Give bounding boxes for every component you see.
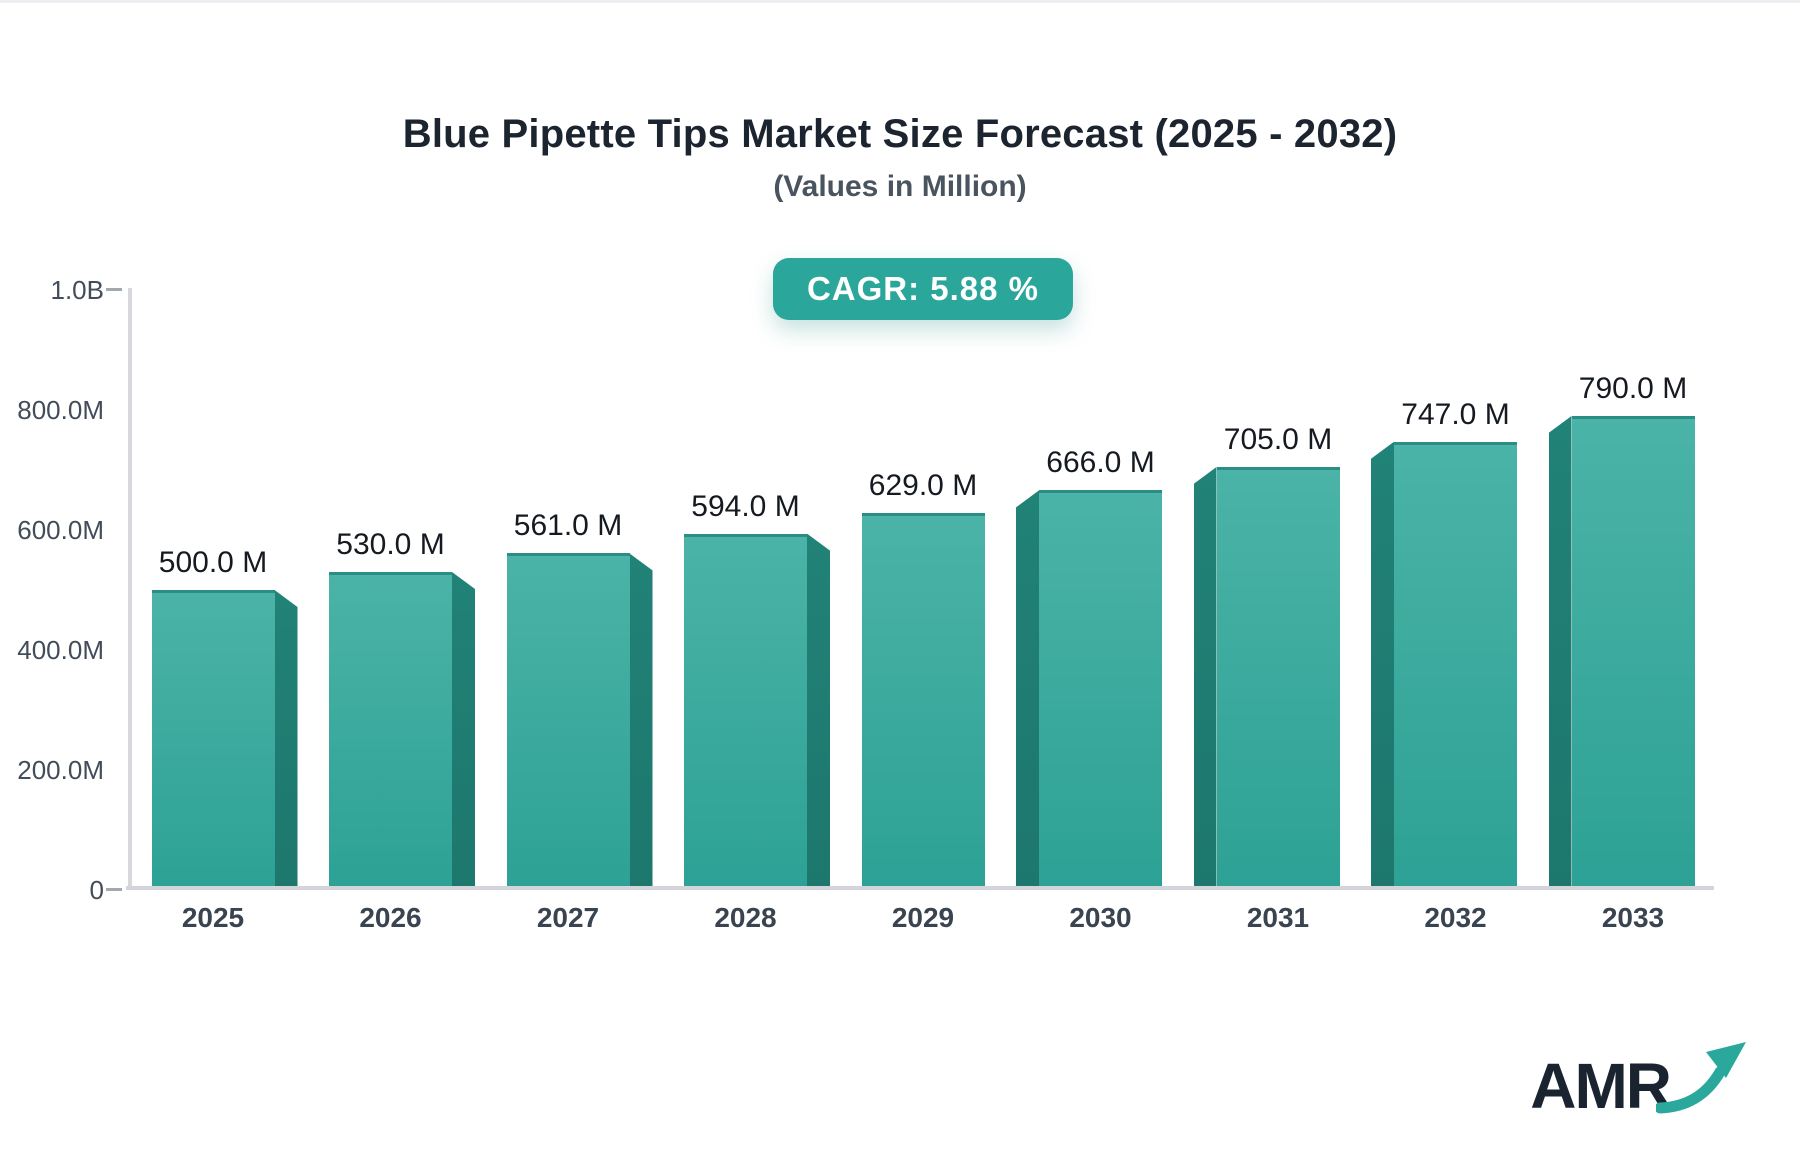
bar-face [1571,416,1695,890]
y-tick-label: 1.0B [50,275,105,305]
bar-face [1394,441,1517,890]
growth-arrow-icon [1656,1042,1746,1114]
x-tick-label: 2026 [359,902,422,933]
bar-value-label: 705.0 M [1223,423,1333,456]
bar-side-face [1548,416,1572,890]
bar-side-face [1193,467,1217,890]
y-axis-line [128,288,132,890]
bar-value-label: 561.0 M [513,509,623,543]
bar-face [151,590,275,890]
y-tick-label: 800.0M [17,395,104,425]
x-tick-label: 2032 [1424,902,1487,933]
bar-face [861,512,985,890]
bar-value-label: 629.0 M [868,468,978,502]
bar-value-label: 747.0 M [1401,397,1510,431]
amr-logo-text: AMR [1530,1050,1672,1122]
bar-2029[interactable] [861,512,985,890]
bar-face [684,533,807,890]
bar-2026[interactable] [329,572,475,890]
y-tick-label: 600.0M [17,515,104,545]
bar-value-label: 500.0 M [158,546,268,579]
chart-title: Blue Pipette Tips Market Size Forecast (… [402,112,1398,156]
bar-2025[interactable] [151,590,298,890]
y-tick-label: 200.0M [17,755,104,785]
bar-face [329,572,452,890]
bar-side-face [807,533,830,890]
top-border [0,0,1800,3]
x-tick-label: 2028 [714,902,777,933]
bar-2028[interactable] [684,533,830,890]
y-tick-mark [106,288,122,291]
y-tick-label: 0 [89,875,104,905]
x-tick-label: 2027 [536,902,600,933]
y-tick-mark [106,888,122,891]
bar-value-label: 530.0 M [336,528,445,561]
bar-side-face [274,590,298,890]
bar-value-label: 790.0 M [1578,372,1688,405]
x-tick-label: 2025 [181,902,245,933]
bar-face [1216,467,1340,890]
amr-logo: AMR [1530,1040,1748,1118]
cagr-badge: CAGR: 5.88 % [772,258,1074,320]
x-tick-label: 2030 [1069,902,1132,933]
x-tick-label: 2031 [1246,902,1310,933]
bar-2027[interactable] [506,553,653,890]
bar-2030[interactable] [1016,490,1162,890]
bar-face [506,553,630,890]
bar-value-label: 594.0 M [691,489,800,523]
bar-value-label: 666.0 M [1046,446,1155,480]
bar-2033[interactable] [1548,416,1695,890]
bar-face [1039,490,1162,890]
y-tick-label: 400.0M [17,635,104,665]
bar-2032[interactable] [1371,441,1517,890]
x-axis-line [126,886,1714,890]
bar-2031[interactable] [1193,467,1340,890]
x-tick-label: 2033 [1601,902,1665,933]
bar-side-face [452,572,475,890]
bar-side-face [629,553,653,890]
bar-side-face [1016,490,1039,890]
chart-subtitle: (Values in Million) [773,170,1027,203]
bar-side-face [1371,441,1394,890]
x-tick-label: 2029 [891,902,955,933]
